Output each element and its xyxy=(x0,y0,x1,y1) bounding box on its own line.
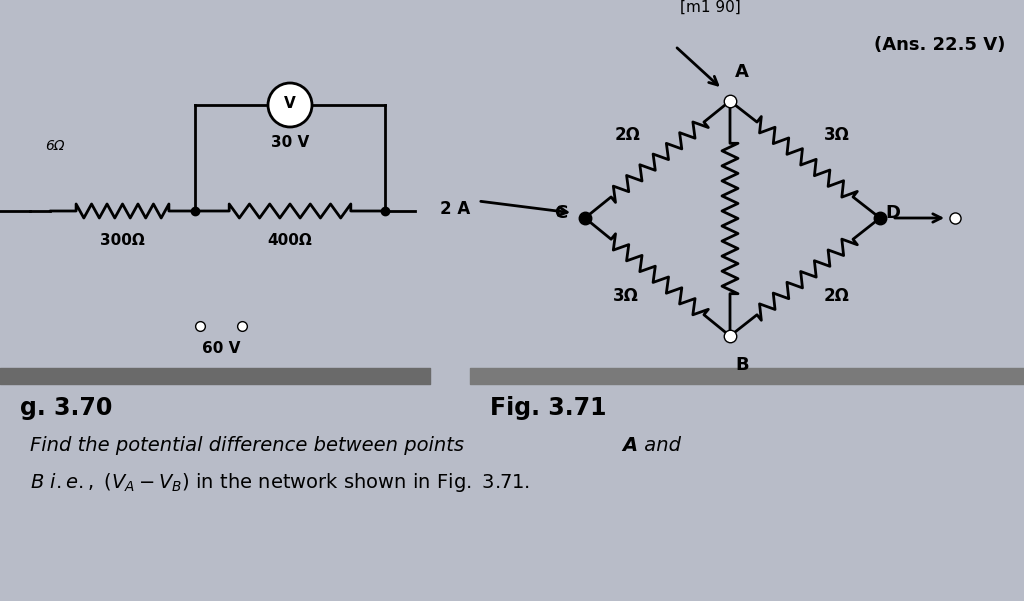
Text: B: B xyxy=(735,356,749,374)
Text: 2 A: 2 A xyxy=(439,200,470,218)
Circle shape xyxy=(268,83,312,127)
Text: [m1 90]: [m1 90] xyxy=(680,0,740,15)
Text: Fig. 3.71: Fig. 3.71 xyxy=(490,396,606,420)
Text: 400Ω: 400Ω xyxy=(267,233,312,248)
Text: 60 V: 60 V xyxy=(202,341,241,356)
Text: 6Ω: 6Ω xyxy=(45,139,65,153)
Text: Find the potential difference between points: Find the potential difference between po… xyxy=(30,436,470,455)
Text: 2Ω: 2Ω xyxy=(614,126,640,144)
Text: A: A xyxy=(622,436,637,455)
Text: 3Ω: 3Ω xyxy=(612,287,638,305)
Text: g. 3.70: g. 3.70 xyxy=(20,396,113,420)
Text: 2Ω: 2Ω xyxy=(824,287,850,305)
Text: (Ans. 22.5 V): (Ans. 22.5 V) xyxy=(873,36,1005,54)
Text: 300Ω: 300Ω xyxy=(100,233,144,248)
Text: $B\ i.e.,\ (V_A - V_B)\ \mathrm{in\ the\ network\ shown\ in\ Fig.\ 3.71.}$: $B\ i.e.,\ (V_A - V_B)\ \mathrm{in\ the\… xyxy=(30,471,530,494)
Text: D: D xyxy=(885,204,900,222)
Text: C: C xyxy=(554,204,567,222)
Text: A: A xyxy=(735,63,749,81)
Text: 3Ω: 3Ω xyxy=(824,126,850,144)
Text: and: and xyxy=(638,436,681,455)
Text: V: V xyxy=(284,96,296,111)
Text: 30 V: 30 V xyxy=(271,135,309,150)
